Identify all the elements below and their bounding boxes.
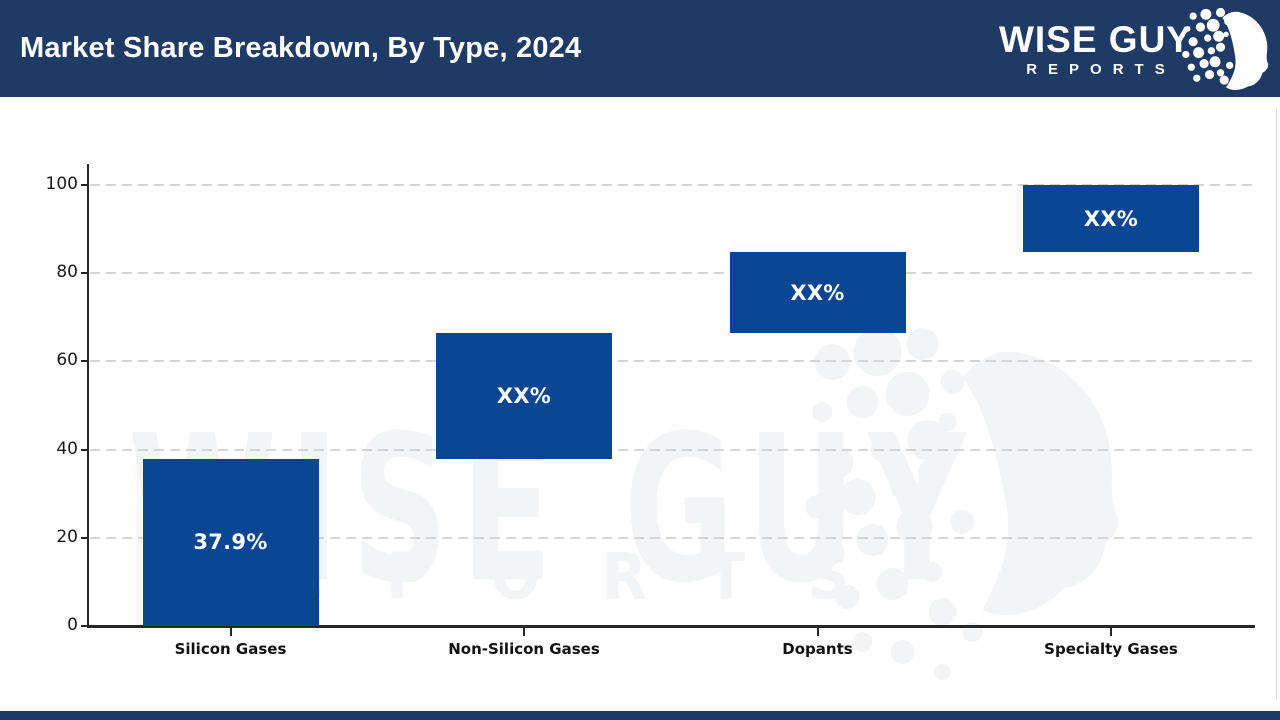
wise-guy-logo: WISE GUY REPORTS [999,7,1280,91]
logo-wordmark: WISE GUY [998,18,1192,60]
gridline [90,360,1255,363]
y-tick-mark [81,536,88,539]
footer-bar [0,711,1280,720]
y-tick-mark [81,184,88,186]
bar-value-label: XX% [1083,206,1139,231]
logo-subtitle: REPORTS [1026,60,1176,78]
y-tick-mark [81,272,88,275]
bar-dopants: XX% [729,252,906,334]
chart-title: Market Share Breakdown, By Type, 2024 [20,32,582,64]
bar-value-label: 37.9% [193,530,268,555]
y-tick-label: 0 [67,615,78,635]
bar-value-label: XX% [496,384,552,408]
x-tick-mark [229,628,232,636]
gridline [90,184,1255,186]
y-axis-line [87,164,89,628]
x-category-label: Dopants [782,640,853,658]
y-tick-mark [81,360,88,363]
x-tick-mark [816,628,819,636]
x-category-label: Specialty Gases [1044,640,1178,658]
bar-non-silicon-gases: XX% [436,333,612,459]
gridline [90,272,1255,275]
plot-right-border [1276,108,1277,700]
y-tick-label: 80 [56,262,78,283]
x-tick-mark [523,628,525,636]
x-category-label: Non-Silicon Gases [448,640,600,658]
y-tick-label: 60 [56,350,78,371]
y-tick-label: 100 [45,174,78,194]
logo-face-icon [1182,7,1269,90]
gridline [90,536,1255,539]
header-bar: Market Share Breakdown, By Type, 2024 WI… [0,0,1280,97]
logo-text: WISE GUY REPORTS [999,21,1192,77]
bar-specialty-gases: XX% [1023,185,1199,253]
gridline [90,448,1255,451]
x-tick-mark [1110,628,1112,636]
bar-value-label: XX% [790,280,845,305]
y-tick-mark [81,448,88,451]
bar-silicon-gases: 37.9% [142,458,319,626]
y-tick-mark [81,625,88,627]
x-axis-line [87,625,1255,628]
y-tick-label: 20 [56,526,78,547]
y-tick-label: 40 [56,438,78,459]
x-category-label: Silicon Gases [174,640,287,658]
